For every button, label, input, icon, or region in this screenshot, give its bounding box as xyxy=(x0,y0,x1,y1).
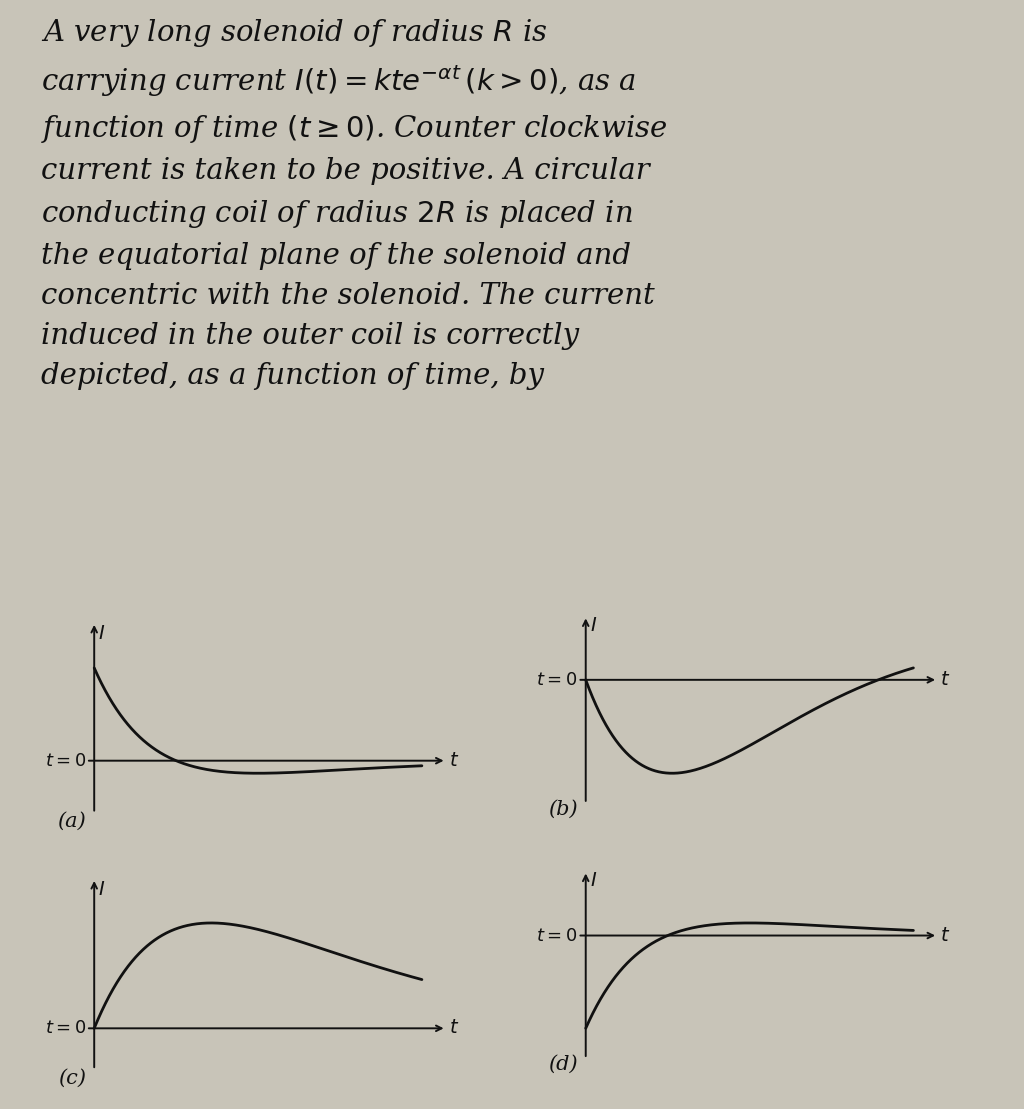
Text: (b): (b) xyxy=(548,800,578,818)
Text: $t$: $t$ xyxy=(940,671,950,689)
Text: $t=0$: $t=0$ xyxy=(537,671,578,689)
Text: $I$: $I$ xyxy=(98,882,105,899)
Text: $t=0$: $t=0$ xyxy=(537,926,578,945)
Text: $t=0$: $t=0$ xyxy=(45,752,86,770)
Text: $I$: $I$ xyxy=(590,872,597,891)
Text: $t$: $t$ xyxy=(449,752,459,770)
Text: (a): (a) xyxy=(57,812,86,831)
Text: (d): (d) xyxy=(548,1055,578,1074)
Text: (c): (c) xyxy=(58,1069,86,1088)
Text: $I$: $I$ xyxy=(590,617,597,635)
Text: $I$: $I$ xyxy=(98,625,105,643)
Text: $t$: $t$ xyxy=(940,926,950,945)
Text: $t=0$: $t=0$ xyxy=(45,1019,86,1037)
Text: A very long solenoid of radius $R$ is
carrying current $I(t) = kte^{-\alpha t}\,: A very long solenoid of radius $R$ is ca… xyxy=(41,18,668,390)
Text: $t$: $t$ xyxy=(449,1019,459,1037)
